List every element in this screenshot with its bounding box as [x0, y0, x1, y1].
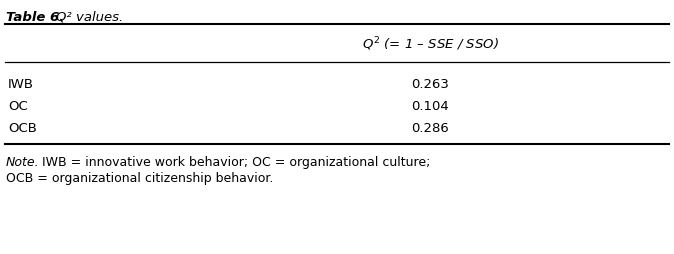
Text: 0.263: 0.263: [411, 77, 449, 90]
Text: 0.286: 0.286: [411, 121, 449, 135]
Text: OC: OC: [8, 100, 28, 113]
Text: Q² values.: Q² values.: [56, 11, 123, 24]
Text: IWB: IWB: [8, 77, 34, 90]
Text: OCB = organizational citizenship behavior.: OCB = organizational citizenship behavio…: [6, 172, 274, 185]
Text: OCB: OCB: [8, 121, 37, 135]
Text: Table 6.: Table 6.: [6, 11, 64, 24]
Text: Note.: Note.: [6, 156, 40, 169]
Text: IWB = innovative work behavior; OC = organizational culture;: IWB = innovative work behavior; OC = org…: [38, 156, 431, 169]
Text: $Q^2$ (= 1 – SSE / SSO): $Q^2$ (= 1 – SSE / SSO): [361, 35, 499, 53]
Text: 0.104: 0.104: [411, 100, 449, 113]
